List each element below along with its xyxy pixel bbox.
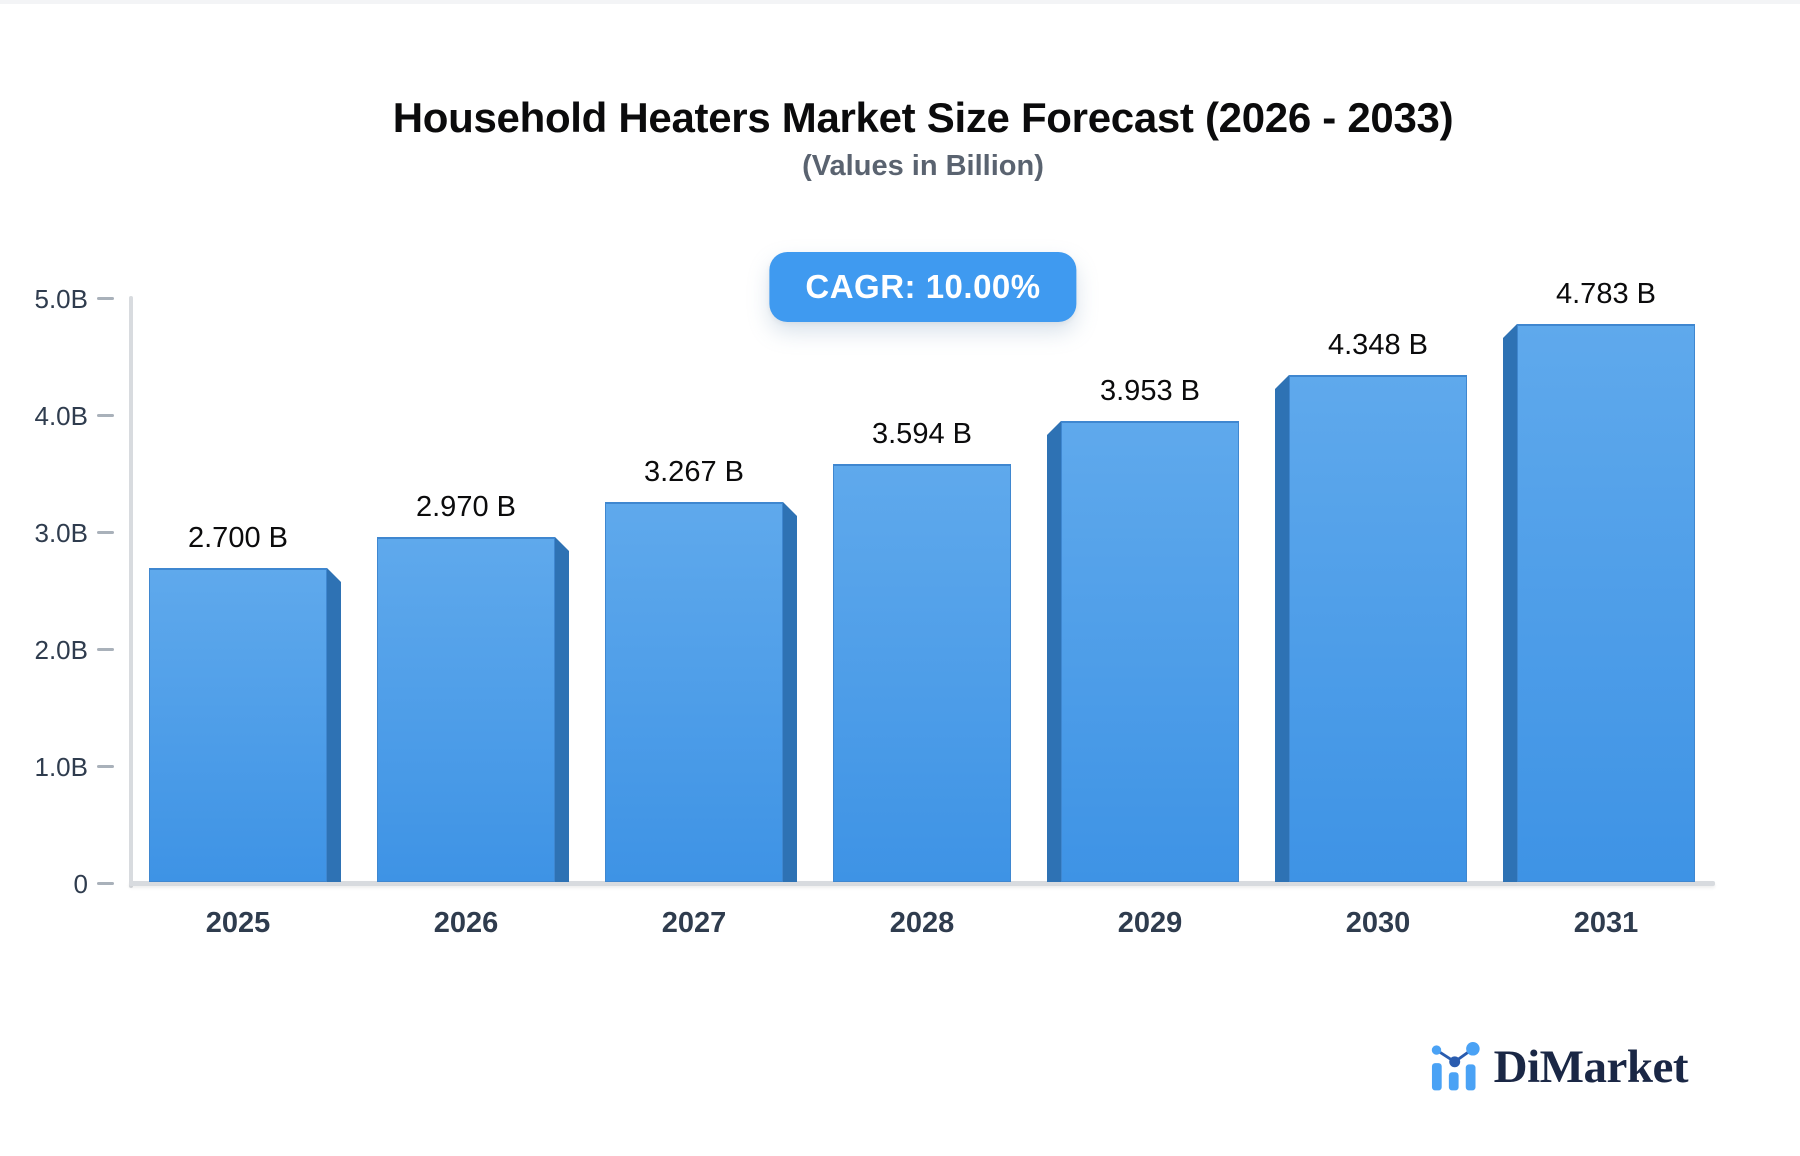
y-axis-tick [97, 414, 114, 417]
bar [1517, 324, 1695, 882]
chart-title: Household Heaters Market Size Forecast (… [392, 94, 1454, 141]
bar-value-label: 3.267 B [644, 456, 744, 488]
y-axis-tick [97, 765, 114, 768]
bar-value-label: 3.953 B [1100, 375, 1200, 407]
brand-logo-text: DiMarket [1493, 1041, 1689, 1093]
cagr-badge: CAGR: 10.00% [769, 252, 1077, 322]
bar [377, 537, 555, 882]
bar [1061, 421, 1239, 882]
x-axis-label: 2026 [433, 907, 499, 939]
y-axis-label: 3.0B [34, 518, 89, 548]
y-axis-label: 4.0B [34, 401, 89, 431]
bar [605, 502, 783, 882]
y-axis-label: 1.0B [34, 752, 89, 782]
bar [1289, 375, 1467, 882]
bar-3d-side [1275, 375, 1289, 882]
y-axis-tick [97, 297, 114, 300]
y-axis-tick [97, 648, 114, 651]
x-axis-label: 2027 [661, 907, 727, 939]
x-axis-line [129, 881, 1715, 886]
y-axis-tick [97, 882, 114, 885]
y-axis-label: 5.0B [34, 284, 89, 314]
bar [149, 568, 327, 882]
x-axis-label: 2029 [1117, 907, 1183, 939]
bar [833, 464, 1011, 882]
bar-3d-side [555, 537, 569, 882]
page-top-border [0, 0, 1800, 4]
bar-3d-side [1503, 324, 1517, 882]
x-axis-label: 2025 [205, 907, 271, 939]
bar-value-label: 2.970 B [416, 491, 516, 523]
bar-3d-side [327, 568, 341, 882]
mini-bar-chart-trendline-icon [1431, 1042, 1480, 1091]
y-axis-label: 0 [73, 869, 88, 899]
bar-3d-side [1047, 421, 1061, 882]
bar-value-label: 4.783 B [1556, 278, 1656, 310]
x-axis-label: 2031 [1573, 907, 1639, 939]
x-axis-label: 2030 [1345, 907, 1411, 939]
bar-value-label: 4.348 B [1328, 329, 1428, 361]
chart-subtitle: (Values in Billion) [802, 150, 1044, 182]
bar-3d-side [783, 502, 797, 882]
brand-logo: DiMarket [1430, 1038, 1689, 1096]
bar-value-label: 3.594 B [872, 418, 972, 450]
y-axis-tick [97, 531, 114, 534]
y-axis-label: 2.0B [34, 635, 89, 665]
bar-value-label: 2.700 B [188, 522, 288, 554]
y-axis-line [129, 296, 133, 888]
x-axis-label: 2028 [889, 907, 955, 939]
